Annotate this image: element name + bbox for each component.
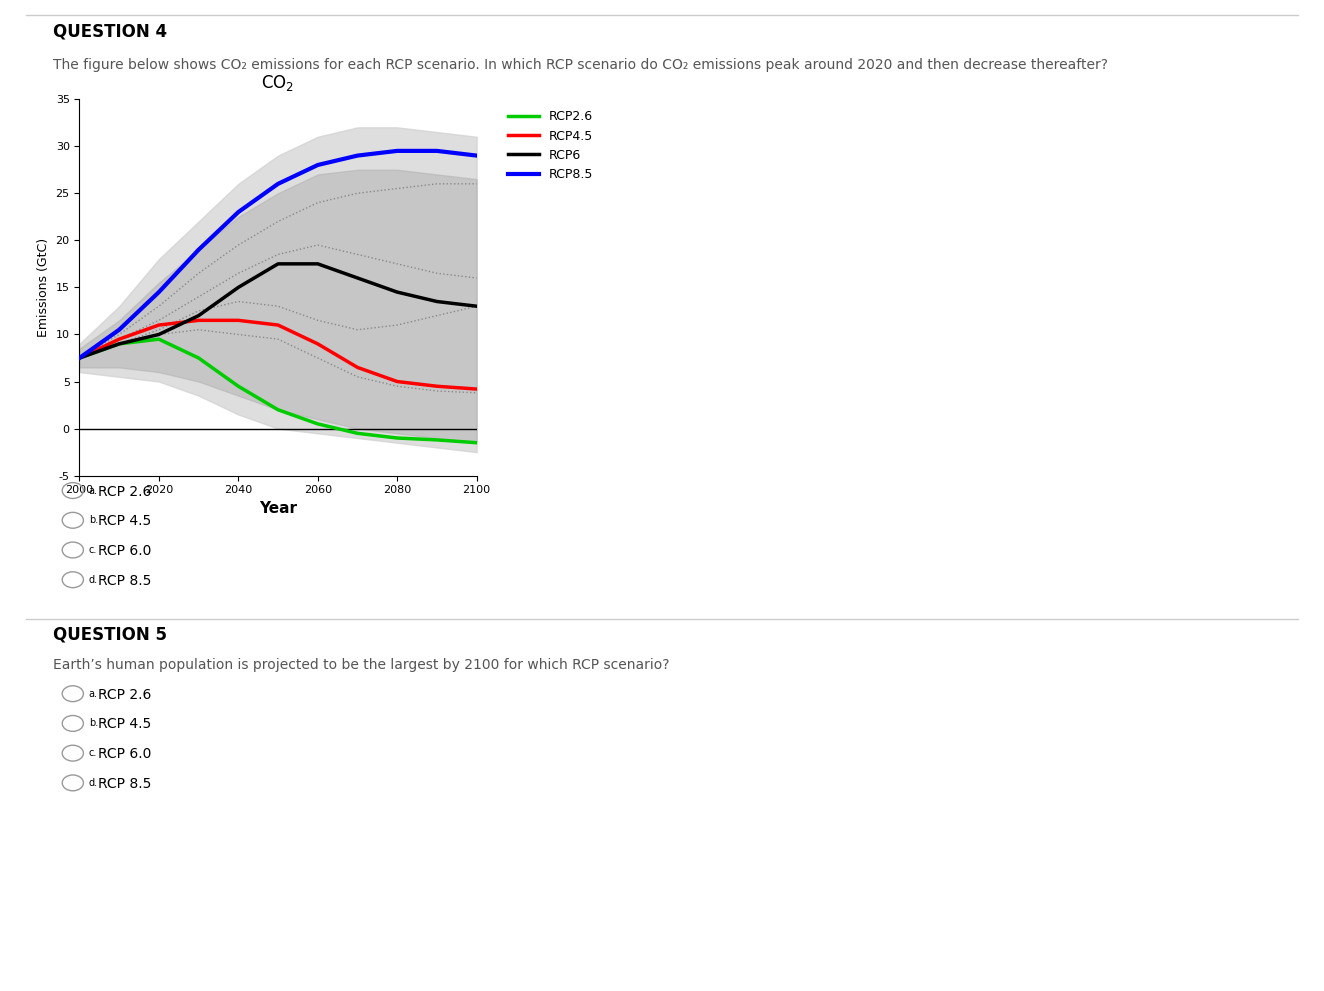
Text: RCP 4.5: RCP 4.5	[98, 514, 151, 528]
Text: c.: c.	[89, 545, 97, 555]
Title: CO$_2$: CO$_2$	[261, 73, 295, 93]
Legend: RCP2.6, RCP4.5, RCP6, RCP8.5: RCP2.6, RCP4.5, RCP6, RCP8.5	[503, 105, 598, 186]
Text: RCP 2.6: RCP 2.6	[98, 485, 151, 498]
Text: RCP 8.5: RCP 8.5	[98, 574, 151, 588]
Text: RCP 2.6: RCP 2.6	[98, 688, 151, 702]
Text: d.: d.	[89, 778, 98, 788]
Text: a.: a.	[89, 486, 98, 496]
Text: RCP 8.5: RCP 8.5	[98, 777, 151, 791]
Text: The figure below shows CO₂ emissions for each RCP scenario. In which RCP scenari: The figure below shows CO₂ emissions for…	[53, 58, 1108, 72]
Text: d.: d.	[89, 575, 98, 585]
Text: a.: a.	[89, 689, 98, 699]
Text: RCP 6.0: RCP 6.0	[98, 544, 151, 558]
Text: b.: b.	[89, 515, 98, 525]
Text: QUESTION 5: QUESTION 5	[53, 625, 167, 643]
Text: Earth’s human population is projected to be the largest by 2100 for which RCP sc: Earth’s human population is projected to…	[53, 658, 670, 672]
Text: RCP 4.5: RCP 4.5	[98, 717, 151, 731]
Text: c.: c.	[89, 748, 97, 758]
Y-axis label: Emissions (GtC): Emissions (GtC)	[37, 238, 50, 337]
Text: b.: b.	[89, 718, 98, 728]
Text: RCP 6.0: RCP 6.0	[98, 747, 151, 761]
X-axis label: Year: Year	[260, 501, 297, 516]
Text: QUESTION 4: QUESTION 4	[53, 23, 167, 41]
